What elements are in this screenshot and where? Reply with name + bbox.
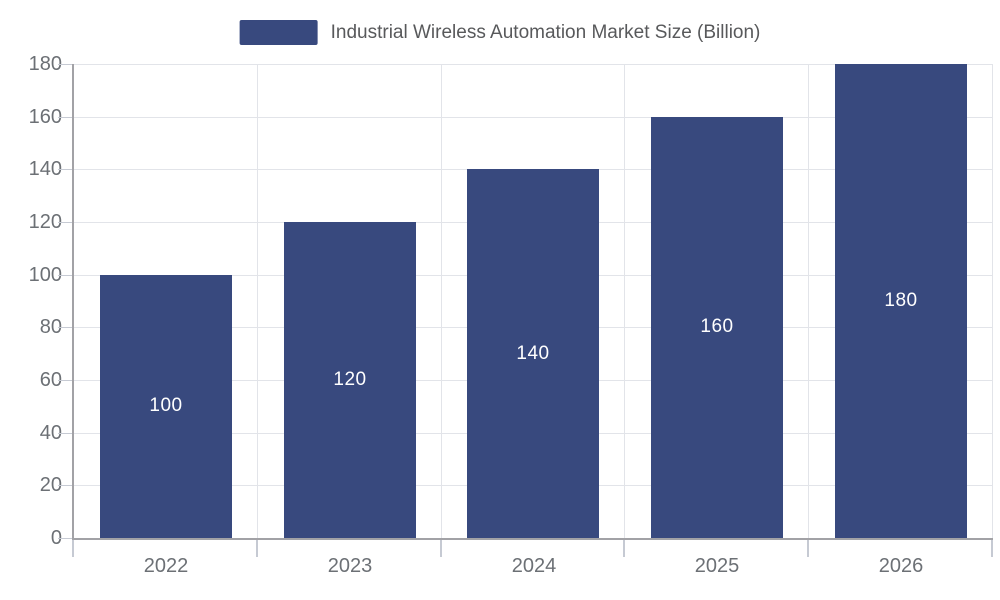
y-axis-tick-mark (58, 327, 72, 328)
legend-item[interactable]: Industrial Wireless Automation Market Si… (239, 20, 761, 45)
x-axis-tick-label: 2026 (878, 555, 924, 577)
gridline-vertical (441, 64, 442, 538)
y-axis-tick-label: 0 (50, 527, 62, 549)
y-axis-tick-mark (58, 64, 72, 65)
gridline-vertical (624, 64, 625, 538)
bar-value-label: 100 (149, 395, 183, 417)
x-axis-tick-mark (256, 540, 258, 557)
bar-value-label: 180 (884, 290, 918, 311)
gridline-horizontal (74, 64, 993, 65)
x-axis-tick-mark (72, 540, 74, 557)
bar[interactable]: 120 (284, 222, 416, 538)
x-axis-tick-mark (623, 540, 625, 557)
y-axis-tick-mark (58, 380, 72, 381)
x-axis-tick-mark (440, 540, 442, 557)
y-axis-tick-label: 20 (39, 474, 62, 496)
y-axis-tick-mark (58, 117, 72, 118)
y-axis-tick-mark (58, 169, 72, 170)
x-axis-tick-label: 2023 (327, 555, 373, 577)
x-axis-tick-mark (991, 540, 993, 557)
bar-value-label: 120 (333, 369, 367, 390)
bar[interactable]: 180 (835, 64, 967, 538)
y-axis-tick-mark (58, 222, 72, 223)
y-axis-tick-mark (58, 275, 72, 276)
bar-value-label: 140 (516, 342, 550, 364)
y-axis-tick-label: 120 (28, 211, 62, 233)
y-axis-tick-label: 80 (39, 316, 62, 338)
y-axis-tick-label: 100 (28, 264, 62, 286)
gridline-horizontal (74, 116, 993, 118)
legend-swatch (239, 20, 318, 45)
gridline-vertical (808, 64, 809, 538)
gridline-vertical (257, 64, 258, 538)
y-axis-tick-label: 140 (28, 158, 62, 180)
y-axis-tick-label: 40 (39, 422, 62, 444)
y-axis-tick-label: 180 (28, 53, 62, 75)
bar-value-label: 160 (700, 316, 734, 338)
x-axis-tick-label: 2025 (694, 555, 740, 577)
x-axis-tick-label: 2022 (143, 555, 189, 577)
y-axis-tick-mark (58, 485, 72, 486)
bar[interactable]: 160 (651, 116, 783, 538)
gridline-vertical (992, 64, 993, 538)
y-axis-tick-mark (58, 433, 72, 434)
x-axis-tick-label: 2024 (511, 555, 557, 577)
y-axis-tick-label: 160 (28, 106, 62, 128)
legend-label: Industrial Wireless Automation Market Si… (330, 22, 761, 43)
bar[interactable]: 100 (100, 274, 232, 538)
plot-area: 100 120 140 160 180 (72, 64, 993, 540)
y-axis-tick-label: 60 (39, 369, 62, 391)
x-axis-tick-mark (807, 540, 809, 557)
y-axis-tick-mark (58, 538, 72, 539)
bar[interactable]: 140 (467, 169, 599, 538)
